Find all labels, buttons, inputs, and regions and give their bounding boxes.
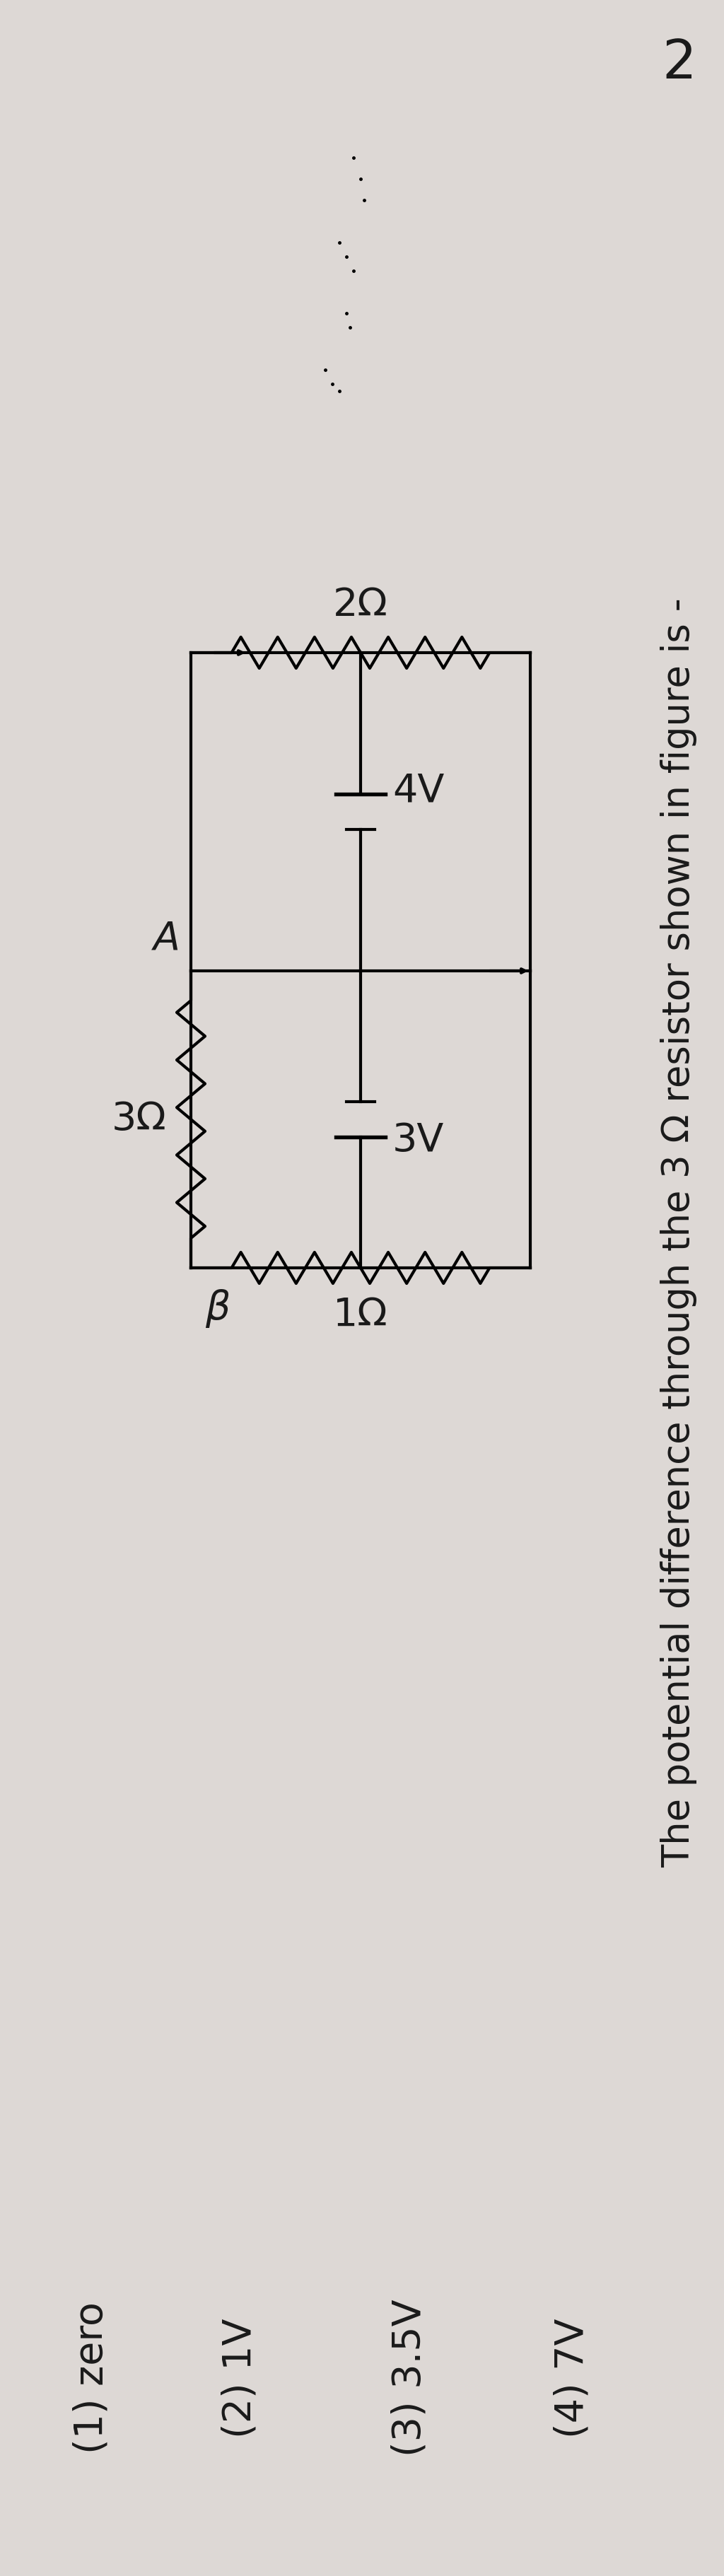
Text: (1) zero: (1) zero <box>73 2303 111 2455</box>
Text: (4) 7V: (4) 7V <box>554 2318 592 2437</box>
Text: 4V: 4V <box>392 770 445 809</box>
Text: 2: 2 <box>662 39 696 90</box>
Text: β: β <box>205 1288 230 1329</box>
Text: 1Ω: 1Ω <box>333 1296 388 1334</box>
Text: (3) 3.5V: (3) 3.5V <box>391 2300 429 2458</box>
Text: (2) 1V: (2) 1V <box>222 2318 259 2437</box>
Text: The potential difference through the 3 Ω resistor shown in figure is -: The potential difference through the 3 Ω… <box>660 598 697 1868</box>
Text: 2Ω: 2Ω <box>333 587 388 623</box>
Text: 3Ω: 3Ω <box>111 1100 166 1139</box>
Text: A: A <box>153 920 180 956</box>
Text: 3V: 3V <box>392 1121 445 1159</box>
